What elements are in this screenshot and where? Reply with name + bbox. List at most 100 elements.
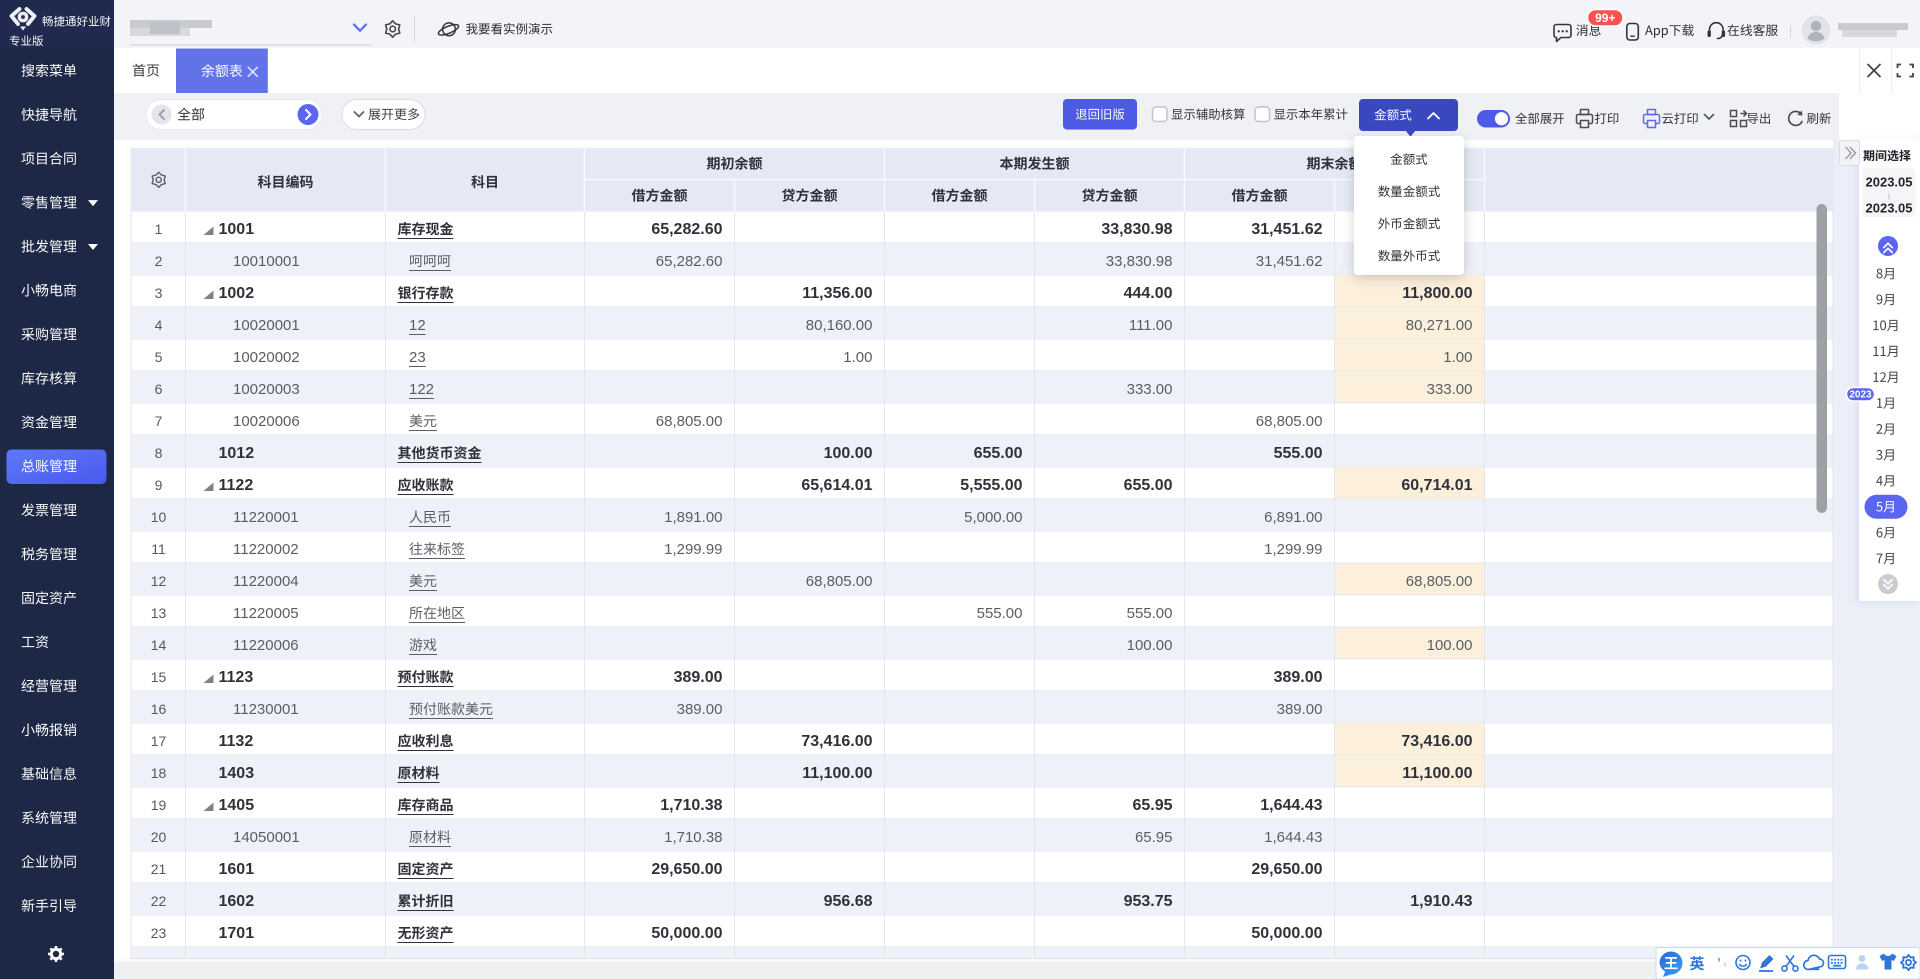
svg-text:11220001: 11220001: [233, 509, 299, 526]
svg-text:2: 2: [155, 253, 163, 269]
svg-text:2023: 2023: [1849, 390, 1872, 401]
svg-text:68,805.00: 68,805.00: [1256, 413, 1323, 430]
svg-text:50,000.00: 50,000.00: [651, 925, 722, 942]
svg-text:1,644.43: 1,644.43: [1260, 797, 1322, 814]
svg-text:2023.05: 2023.05: [1866, 201, 1913, 216]
svg-text:5,555.00: 5,555.00: [960, 477, 1022, 494]
svg-text:1,299.99: 1,299.99: [1264, 541, 1322, 558]
svg-text:65,282.60: 65,282.60: [651, 221, 722, 238]
svg-text:6: 6: [155, 381, 163, 397]
svg-text:50,000.00: 50,000.00: [1251, 925, 1322, 942]
svg-text:100.00: 100.00: [1427, 637, 1473, 654]
svg-text:1602: 1602: [219, 893, 255, 910]
svg-text:1403: 1403: [219, 765, 255, 782]
svg-text:11,356.00: 11,356.00: [802, 285, 872, 302]
svg-text:1,910.43: 1,910.43: [1410, 893, 1472, 910]
svg-text:1601: 1601: [219, 861, 255, 878]
svg-text:14050001: 14050001: [233, 829, 300, 846]
svg-text:389.00: 389.00: [1274, 669, 1323, 686]
svg-text:11220006: 11220006: [233, 637, 299, 654]
svg-text:3: 3: [155, 285, 163, 301]
svg-text:31,451.62: 31,451.62: [1256, 253, 1323, 270]
svg-text:1122: 1122: [219, 477, 254, 494]
svg-text:’: ’: [1717, 955, 1721, 972]
svg-text:100.00: 100.00: [824, 445, 873, 462]
svg-text:29,650.00: 29,650.00: [651, 861, 722, 878]
svg-text:17: 17: [151, 733, 167, 749]
svg-text:100.00: 100.00: [1127, 637, 1173, 654]
svg-text:1002: 1002: [219, 285, 255, 302]
svg-text:655.00: 655.00: [974, 445, 1023, 462]
svg-text:5: 5: [155, 349, 163, 365]
svg-text:1,710.38: 1,710.38: [664, 829, 722, 846]
svg-text:80,271.00: 80,271.00: [1406, 317, 1473, 334]
svg-text:1405: 1405: [219, 797, 255, 814]
svg-text:1.00: 1.00: [843, 349, 872, 366]
svg-text:65,282.60: 65,282.60: [656, 253, 723, 270]
svg-text:21: 21: [151, 861, 167, 877]
svg-text:8: 8: [155, 445, 163, 461]
svg-text:11,100.00: 11,100.00: [802, 765, 872, 782]
svg-text:33,830.98: 33,830.98: [1106, 253, 1173, 270]
svg-text:122: 122: [409, 381, 434, 398]
svg-text:73,416.00: 73,416.00: [801, 733, 872, 750]
svg-text:10020002: 10020002: [233, 349, 300, 366]
svg-text:1,299.99: 1,299.99: [664, 541, 722, 558]
svg-text:68,805.00: 68,805.00: [656, 413, 723, 430]
svg-text:23: 23: [151, 925, 167, 941]
svg-text:1132: 1132: [219, 733, 254, 750]
svg-text:65,614.01: 65,614.01: [801, 477, 872, 494]
svg-text:444.00: 444.00: [1124, 285, 1173, 302]
svg-text:68,805.00: 68,805.00: [806, 573, 873, 590]
svg-text:7: 7: [155, 413, 163, 429]
svg-text:6,891.00: 6,891.00: [1264, 509, 1322, 526]
svg-text:22: 22: [151, 893, 167, 909]
svg-text:11230001: 11230001: [233, 701, 299, 718]
svg-text:80,160.00: 80,160.00: [806, 317, 873, 334]
svg-text:99+: 99+: [1595, 11, 1615, 25]
svg-text:1,891.00: 1,891.00: [664, 509, 722, 526]
svg-text:15: 15: [151, 669, 167, 685]
svg-text:11220005: 11220005: [233, 605, 299, 622]
svg-text:956.68: 956.68: [824, 893, 873, 910]
svg-text:111.00: 111.00: [1129, 317, 1173, 334]
svg-text:2023.05: 2023.05: [1866, 175, 1913, 190]
svg-text:1: 1: [155, 221, 163, 237]
svg-text:389.00: 389.00: [674, 669, 723, 686]
svg-text:1.00: 1.00: [1443, 349, 1472, 366]
svg-text:68,805.00: 68,805.00: [1406, 573, 1473, 590]
svg-text:65.95: 65.95: [1135, 829, 1173, 846]
svg-text:389.00: 389.00: [1277, 701, 1323, 718]
svg-text:9: 9: [155, 477, 163, 493]
svg-text:60,714.01: 60,714.01: [1401, 477, 1472, 494]
svg-text:555.00: 555.00: [977, 605, 1023, 622]
svg-text:16: 16: [151, 701, 167, 717]
svg-text:11,800.00: 11,800.00: [1402, 285, 1472, 302]
svg-text:5,000.00: 5,000.00: [964, 509, 1022, 526]
svg-text:33,830.98: 33,830.98: [1101, 221, 1172, 238]
svg-text:18: 18: [151, 765, 167, 781]
svg-text:1001: 1001: [219, 221, 255, 238]
svg-text:12: 12: [151, 573, 167, 589]
svg-text:11: 11: [151, 541, 166, 557]
svg-text:65.95: 65.95: [1132, 797, 1172, 814]
svg-text:11,100.00: 11,100.00: [1402, 765, 1472, 782]
svg-text:1123: 1123: [219, 669, 254, 686]
svg-text:333.00: 333.00: [1127, 381, 1173, 398]
svg-text:555.00: 555.00: [1127, 605, 1173, 622]
svg-text:10020003: 10020003: [233, 381, 300, 398]
svg-text:29,650.00: 29,650.00: [1251, 861, 1322, 878]
svg-text:10: 10: [151, 509, 167, 525]
svg-text:31,451.62: 31,451.62: [1251, 221, 1322, 238]
svg-text:4: 4: [155, 317, 163, 333]
svg-text:10010001: 10010001: [233, 253, 300, 270]
svg-text:13: 13: [151, 605, 167, 621]
svg-text:555.00: 555.00: [1274, 445, 1323, 462]
svg-text:1012: 1012: [219, 445, 255, 462]
svg-text:11220002: 11220002: [233, 541, 299, 558]
svg-text:73,416.00: 73,416.00: [1401, 733, 1472, 750]
svg-text:953.75: 953.75: [1124, 893, 1173, 910]
svg-text:14: 14: [151, 637, 167, 653]
svg-text:11220004: 11220004: [233, 573, 299, 590]
svg-text:1,644.43: 1,644.43: [1264, 829, 1322, 846]
